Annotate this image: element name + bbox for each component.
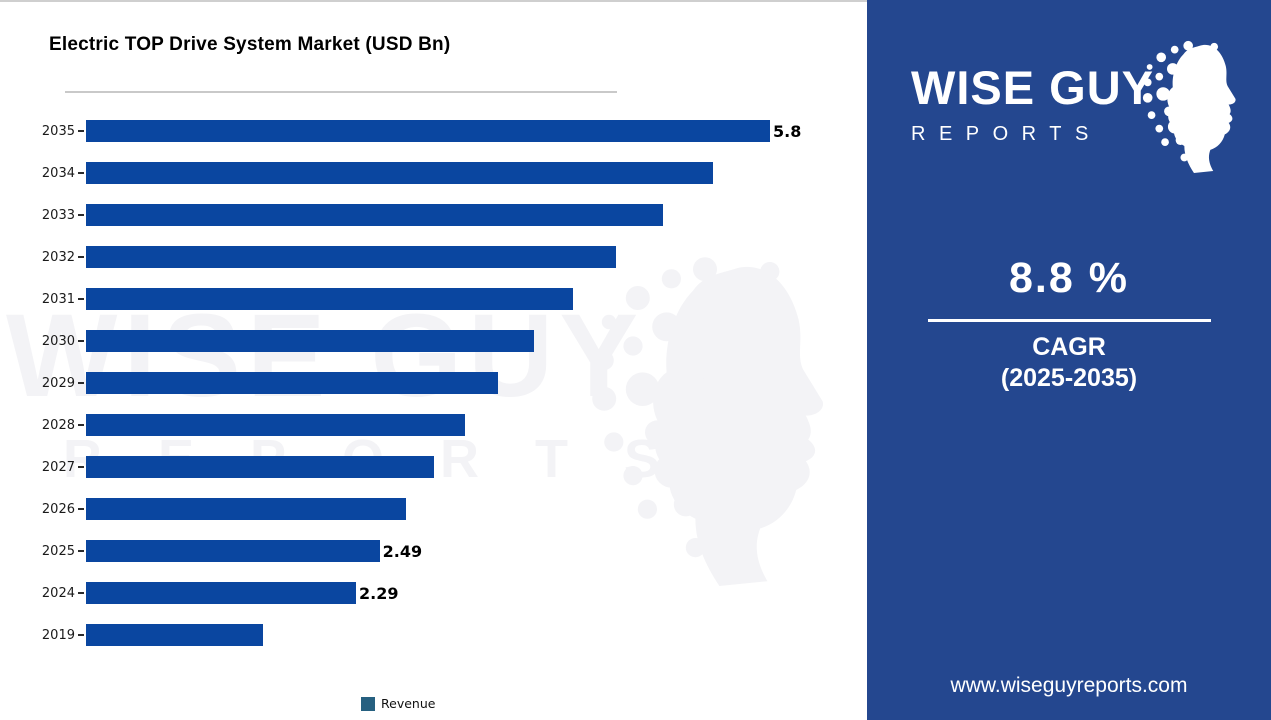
bar-row: 2034 [0, 152, 867, 194]
year-tick-label: 2029 [41, 375, 75, 391]
brand-logo: WISE GUY REPORTS [911, 38, 1246, 173]
bar-row: 2024 2.29 [0, 572, 867, 614]
bar-value-label: 2.49 [382, 541, 423, 561]
website-url: www.wiseguyreports.com [950, 674, 1188, 697]
axis-tick [78, 256, 84, 258]
axis-tick [78, 382, 84, 384]
revenue-bar [86, 498, 406, 520]
cagr-label: CAGR [1032, 333, 1106, 361]
axis-tick [78, 130, 84, 132]
top-divider [0, 0, 867, 2]
bar-row: 2032 [0, 236, 867, 278]
cagr-period: (2025-2035) [1000, 364, 1138, 392]
bar-row: 2026 [0, 488, 867, 530]
bar-row: 2029 [0, 362, 867, 404]
cagr-divider [927, 319, 1211, 322]
bar-row: 2027 [0, 446, 867, 488]
year-tick-label: 2035 [41, 123, 75, 139]
year-tick-label: 2034 [41, 165, 75, 181]
title-underline [65, 91, 617, 93]
chart-panel: WISE GUY REPORTS Electric TOP Drive Syst… [0, 0, 867, 711]
axis-tick [78, 634, 84, 636]
year-tick-label: 2019 [41, 627, 75, 643]
revenue-bar [86, 246, 616, 268]
revenue-bar [86, 204, 663, 226]
chart-title: Electric TOP Drive System Market (USD Bn… [49, 34, 451, 55]
axis-tick [78, 592, 84, 594]
cagr-value: 8.8 % [1009, 254, 1129, 302]
revenue-bar [86, 288, 574, 310]
axis-tick [78, 214, 84, 216]
axis-tick [78, 340, 84, 342]
brand-sidebar: WISE GUY REPORTS 8.8 % CAGR (2025-2035) … [867, 0, 1271, 720]
year-tick-label: 2033 [41, 207, 75, 223]
revenue-bar [86, 540, 380, 562]
revenue-bar [86, 414, 465, 436]
year-tick-label: 2031 [41, 291, 75, 307]
year-tick-label: 2030 [41, 333, 75, 349]
bar-row: 2035 5.8 [0, 110, 867, 152]
revenue-bar [86, 162, 714, 184]
axis-tick [78, 466, 84, 468]
bar-value-label: 5.8 [773, 121, 802, 141]
axis-tick [78, 508, 84, 510]
year-tick-label: 2024 [41, 585, 75, 601]
brand-wordmark: WISE GUY [911, 61, 1155, 114]
bar-row: 2031 [0, 278, 867, 320]
revenue-bar [86, 582, 357, 604]
revenue-bar [86, 624, 263, 646]
bar-rows: 2035 5.8 2034 2033 2032 2031 2030 2029 2028 2027 2… [0, 110, 867, 656]
year-tick-label: 2028 [41, 417, 75, 433]
legend-swatch [361, 696, 375, 711]
bar-value-label: 2.29 [359, 583, 399, 603]
axis-tick [78, 424, 84, 426]
year-tick-label: 2032 [41, 249, 75, 265]
year-tick-label: 2027 [41, 459, 75, 475]
dotted-head-logo-icon [1142, 40, 1236, 173]
bar-row: 2019 [0, 614, 867, 656]
axis-tick [78, 172, 84, 174]
bar-row: 2030 [0, 320, 867, 362]
axis-tick [78, 298, 84, 300]
revenue-bar [86, 330, 535, 352]
bar-row: 2028 [0, 404, 867, 446]
legend-label: Revenue [381, 696, 436, 711]
legend: Revenue [361, 696, 435, 711]
axis-tick [78, 550, 84, 552]
revenue-bar [86, 456, 434, 478]
brand-subword: REPORTS [911, 123, 1102, 145]
revenue-bar [86, 120, 770, 142]
year-tick-label: 2025 [41, 543, 75, 559]
cagr-block: 8.8 % CAGR (2025-2035) [867, 254, 1271, 394]
bar-row: 2033 [0, 194, 867, 236]
year-tick-label: 2026 [41, 501, 75, 517]
revenue-bar [86, 372, 498, 394]
bar-row: 2025 2.49 [0, 530, 867, 572]
brand-text: WISE GUY REPORTS [911, 38, 1154, 173]
